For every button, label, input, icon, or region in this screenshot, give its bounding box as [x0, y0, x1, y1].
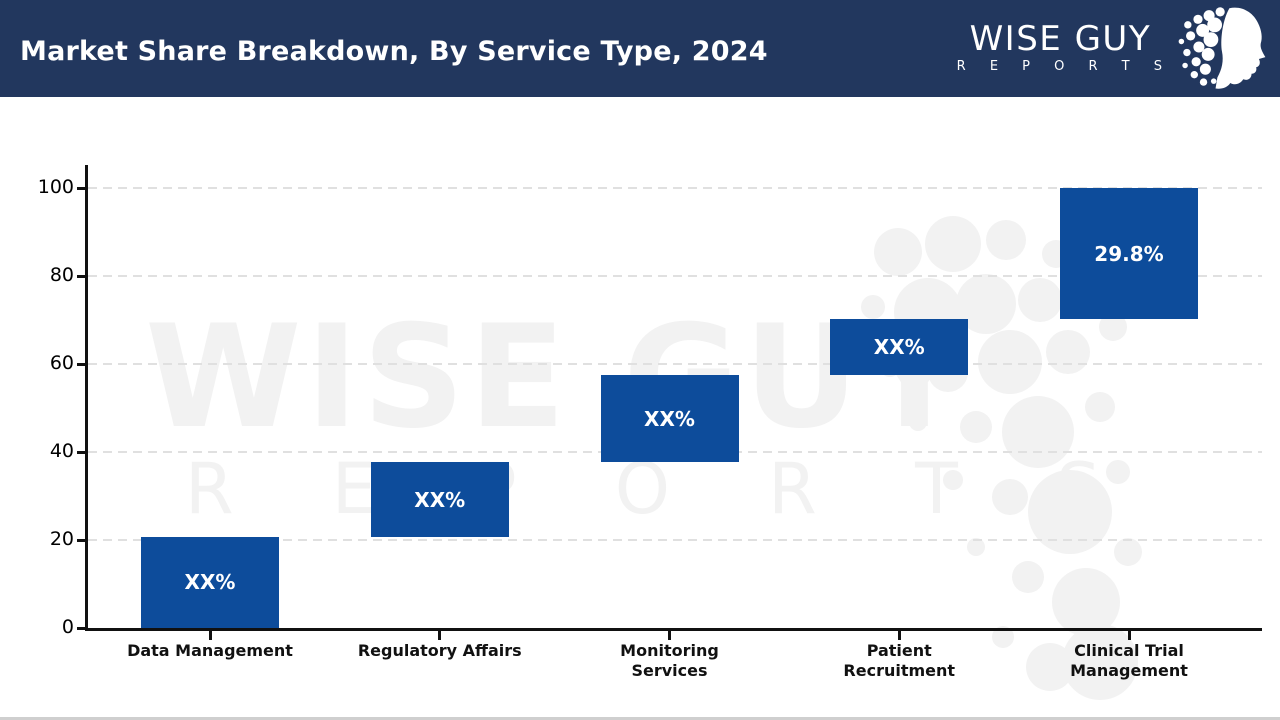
- bar-monitoring-services: XX%: [600, 375, 739, 463]
- category-label-regulatory-affairs: Regulatory Affairs: [357, 641, 522, 660]
- x-axis-line: [85, 628, 1262, 631]
- gridline-100: [88, 187, 1262, 189]
- bar-regulatory-affairs: XX%: [370, 462, 509, 537]
- y-tick-label-60: 60: [49, 352, 74, 374]
- x-tick-patient-recruitment: [897, 629, 901, 640]
- bar-value-label-monitoring-services: XX%: [644, 406, 695, 431]
- logo-text: WISE GUY R E P O R T S: [949, 20, 1172, 74]
- bar-value-label-regulatory-affairs: XX%: [414, 487, 466, 512]
- bar-value-label-clinical-trial-management: 29.8%: [1094, 241, 1164, 266]
- logo-head-icon: [1178, 7, 1266, 89]
- y-tick-label-100: 100: [37, 176, 74, 198]
- header: Market Share Breakdown, By Service Type,…: [0, 0, 1280, 97]
- gridline-60: [88, 363, 1262, 365]
- x-tick-clinical-trial-management: [1127, 629, 1131, 640]
- bottom-border-rule: [0, 717, 1280, 720]
- y-tick-100: [77, 186, 88, 190]
- watermark-head-icon: [861, 216, 1142, 700]
- gridline-20: [88, 539, 1262, 541]
- y-tick-label-40: 40: [49, 440, 74, 462]
- watermark-dots: [861, 216, 1142, 700]
- logo-wordmark: WISE GUY: [969, 19, 1152, 59]
- bar-patient-recruitment: XX%: [830, 319, 969, 375]
- logo-subtitle: R E P O R T S: [956, 59, 1172, 74]
- watermark-wordmark: WISE GUY: [145, 295, 970, 460]
- x-tick-monitoring-services: [668, 629, 671, 640]
- x-tick-regulatory-affairs: [438, 629, 442, 640]
- y-tick-label-0: 0: [61, 616, 74, 638]
- bar-clinical-trial-management: 29.8%: [1060, 188, 1198, 320]
- y-tick-0: [77, 626, 88, 630]
- wise-guy-reports-logo: WISE GUY R E P O R T S: [949, 4, 1270, 90]
- y-tick-20: [77, 538, 88, 542]
- category-label-monitoring-services: Monitoring Services: [620, 641, 719, 680]
- category-label-data-management: Data Management: [127, 641, 293, 660]
- x-tick-data-management: [208, 629, 212, 640]
- gridline-80: [88, 275, 1262, 277]
- y-tick-60: [77, 362, 88, 366]
- category-label-clinical-trial-management: Clinical Trial Management: [1070, 641, 1188, 680]
- chart-title: Market Share Breakdown, By Service Type,…: [20, 36, 768, 67]
- bar-value-label-patient-recruitment: XX%: [873, 335, 925, 360]
- y-axis-line: [85, 165, 88, 631]
- y-tick-label-20: 20: [49, 528, 74, 550]
- bar-value-label-data-management: XX%: [184, 570, 236, 595]
- y-tick-label-80: 80: [49, 264, 74, 286]
- y-tick-80: [77, 274, 88, 278]
- category-label-patient-recruitment: Patient Recruitment: [843, 641, 956, 680]
- bar-data-management: XX%: [141, 536, 279, 628]
- y-tick-40: [77, 450, 88, 454]
